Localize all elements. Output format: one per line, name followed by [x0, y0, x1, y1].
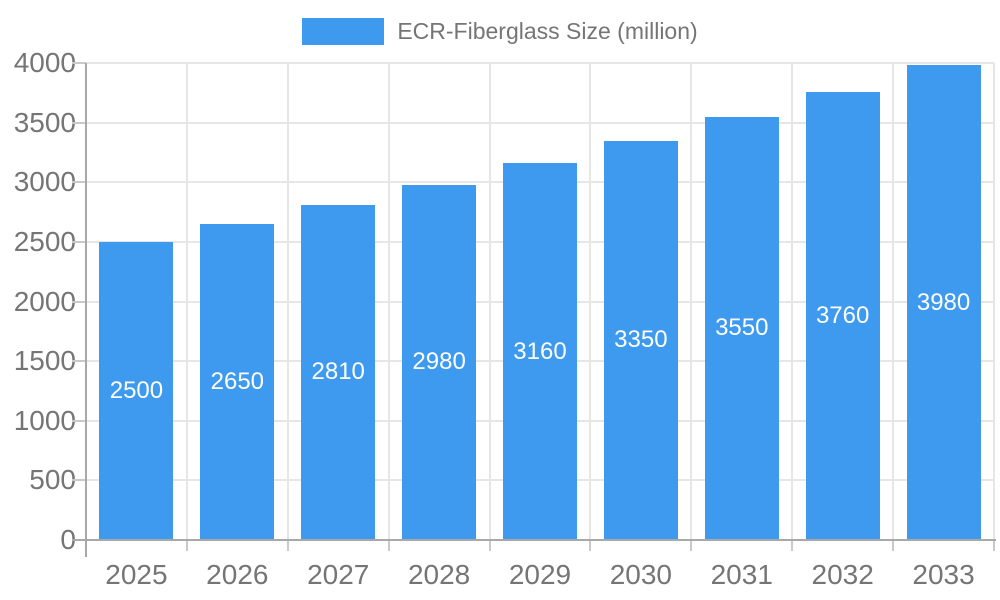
- bar-value-label: 2980: [412, 348, 466, 376]
- y-tick-label: 1000: [13, 404, 76, 436]
- y-axis-tick: [72, 419, 86, 422]
- y-tick-label: 500: [29, 464, 76, 496]
- bar: [301, 204, 376, 540]
- bar-value-label: 3760: [815, 301, 870, 329]
- gridline-vertical: [387, 63, 390, 540]
- x-axis-tick: [286, 540, 289, 551]
- bar: [805, 91, 880, 540]
- y-axis-tick: [72, 181, 86, 184]
- bar: [402, 184, 477, 540]
- bar-value-label: 3350: [614, 326, 668, 354]
- x-axis-tick: [387, 540, 390, 551]
- x-tick-label: 2030: [609, 559, 673, 590]
- y-tick-label: 3500: [13, 106, 76, 138]
- gridline-vertical: [690, 63, 693, 540]
- x-axis-tick: [185, 540, 188, 551]
- gridline-vertical: [286, 63, 289, 540]
- gridline-horizontal: [86, 62, 994, 64]
- bar-value-label: 3980: [916, 288, 971, 316]
- y-axis-tick: [72, 240, 86, 243]
- legend: ECR-Fiberglass Size (million): [0, 16, 1000, 46]
- y-tick-label: 1500: [13, 345, 76, 377]
- bar: [503, 163, 577, 540]
- y-tick-label: 3000: [13, 166, 76, 198]
- y-tick-label: 4000: [13, 47, 76, 78]
- bar: [99, 241, 174, 540]
- x-axis-tick: [993, 540, 995, 551]
- x-tick-label: 2033: [912, 559, 975, 590]
- x-tick-label: 2031: [710, 559, 773, 590]
- bar: [906, 65, 981, 540]
- gridline-vertical: [892, 63, 895, 540]
- x-axis-tick: [690, 540, 693, 551]
- x-tick-label: 2027: [307, 559, 370, 590]
- x-axis-tick: [589, 540, 592, 551]
- bar-value-label: 2500: [109, 376, 164, 404]
- bar: [200, 223, 275, 540]
- y-tick-label: 2500: [13, 225, 76, 257]
- legend-swatch: [302, 17, 385, 45]
- bar-value-label: 3550: [715, 314, 769, 342]
- y-tick-label: 2000: [13, 285, 76, 317]
- bar-value-label: 2810: [311, 358, 365, 386]
- y-axis-line: [85, 63, 87, 557]
- y-axis-tick: [72, 62, 86, 64]
- x-axis-tick: [488, 540, 491, 551]
- gridline-vertical: [185, 63, 188, 540]
- bar-value-label: 2650: [210, 367, 265, 395]
- x-tick-label: 2029: [508, 559, 572, 590]
- bar-value-label: 3160: [513, 337, 567, 365]
- x-axis-tick: [791, 540, 794, 551]
- y-axis-tick: [72, 300, 86, 303]
- y-axis-tick: [72, 121, 86, 124]
- gridline-vertical: [589, 63, 592, 540]
- x-tick-label: 2032: [811, 559, 874, 590]
- bar: [704, 116, 779, 540]
- y-tick-label: 0: [60, 524, 76, 555]
- gridline-vertical: [993, 63, 995, 540]
- gridline-vertical: [791, 63, 794, 540]
- x-axis-tick: [892, 540, 895, 551]
- plot-area: 2500 2650 2810 2980 3160 3350 3550 3760 3980: [86, 62, 995, 540]
- legend-label: ECR-Fiberglass Size (million): [397, 17, 698, 44]
- x-axis-line: [72, 539, 996, 541]
- y-axis-tick: [72, 360, 86, 363]
- x-tick-label: 2028: [407, 559, 471, 590]
- x-tick-label: 2025: [105, 559, 168, 590]
- gridline-horizontal: [86, 121, 994, 124]
- bar: [603, 140, 678, 540]
- y-axis-tick: [72, 479, 86, 482]
- x-tick-label: 2026: [206, 559, 269, 590]
- gridline-vertical: [488, 63, 491, 540]
